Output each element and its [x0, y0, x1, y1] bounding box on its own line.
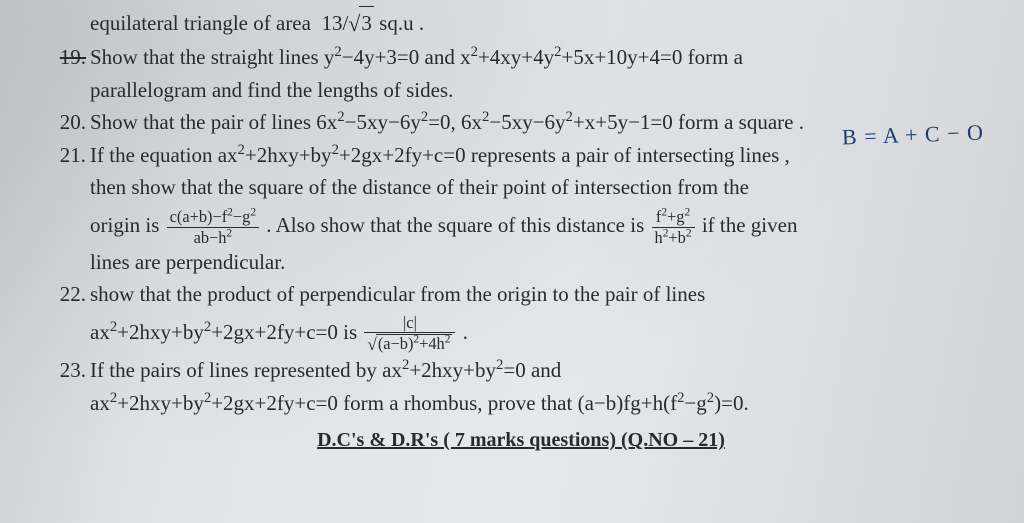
scanned-page: B = A + C − O equilateral triangle of ar…	[0, 0, 1024, 523]
q21-frac1: c(a+b)−f2−g2 ab−h2	[165, 208, 261, 245]
q22-eq: ax2+2hxy+by2+2gx+2fy+c=0 is	[90, 320, 362, 344]
q21-l3c: if the given	[702, 213, 798, 237]
q21-l2: then show that the square of the distanc…	[90, 175, 749, 199]
q19-l1c: form a	[688, 45, 743, 69]
q22-l1: show that the product of perpendicular f…	[90, 282, 705, 306]
q21-l4: lines are perpendicular.	[90, 250, 285, 274]
q21-l3a: origin is	[90, 213, 165, 237]
q22-frac: |c| √(a−b)2+4h2	[362, 314, 457, 354]
q19-line1: 19. Show that the straight lines y2−4y+3…	[46, 41, 996, 74]
q21-line2: then show that the square of the distanc…	[46, 171, 996, 204]
q21-frac2-den: h2+b2	[652, 227, 695, 246]
q20-l1a: Show that the pair of lines	[90, 110, 316, 134]
q23-l2a: ax2+2hxy+by2+2gx+2fy+c=0 form a rhombus,…	[90, 391, 578, 415]
fragment-top-text: equilateral triangle of area 13/√3 sq.u …	[90, 11, 424, 35]
q20-l1b: form a square .	[678, 110, 804, 134]
q21-eq: ax2+2hxy+by2+2gx+2fy+c=0	[218, 143, 466, 167]
q21-line1: 21. If the equation ax2+2hxy+by2+2gx+2fy…	[46, 139, 996, 172]
q21-l3b: . Also show that the square of this dist…	[266, 213, 649, 237]
q20-number: 20.	[46, 106, 86, 139]
q23-line1: 23. If the pairs of lines represented by…	[46, 354, 996, 387]
q23-eq2: (a−b)fg+h(f2−g2)=0.	[578, 391, 749, 415]
q22-frac-den: √(a−b)2+4h2	[364, 332, 455, 354]
q19-number: 19.	[46, 41, 86, 74]
q23-eq1: ax2+2hxy+by2=0	[382, 358, 526, 382]
q21-frac1-den: ab−h2	[167, 227, 259, 246]
q22-l2b: .	[463, 320, 468, 344]
q20-eq2: 6x2−5xy−6y2+x+5y−1=0	[461, 110, 673, 134]
q21-frac1-num: c(a+b)−f2−g2	[167, 208, 259, 226]
q21-l1a: If the equation	[90, 143, 218, 167]
q21-frac2-num: f2+g2	[652, 208, 695, 226]
q23-l1b: and	[531, 358, 561, 382]
section-footer: D.C's & D.R's ( 7 marks questions) (Q.NO…	[46, 425, 996, 456]
q23-line2: ax2+2hxy+by2+2gx+2fy+c=0 form a rhombus,…	[46, 387, 996, 420]
q19-line2: parallelogram and find the lengths of si…	[46, 74, 996, 107]
q22-number: 22.	[46, 278, 86, 311]
q19-l2: parallelogram and find the lengths of si…	[90, 78, 453, 102]
fragment-top: equilateral triangle of area 13/√3 sq.u …	[46, 6, 996, 41]
q21-l1b: represents a pair of intersecting lines …	[471, 143, 790, 167]
q19-l1a: Show that the straight lines	[90, 45, 324, 69]
q23-l1a: If the pairs of lines represented by	[90, 358, 382, 382]
q23-number: 23.	[46, 354, 86, 387]
q19-l1b: and	[425, 45, 461, 69]
q22-frac-num: |c|	[364, 314, 455, 332]
q19-eq2: x2+4xy+4y2+5x+10y+4=0	[460, 45, 682, 69]
q21-frac2: f2+g2 h2+b2	[650, 208, 697, 245]
q22-line2: ax2+2hxy+by2+2gx+2fy+c=0 is |c| √(a−b)2+…	[46, 311, 996, 354]
q21-line4: lines are perpendicular.	[46, 246, 996, 279]
q19-eq1: y2−4y+3=0	[324, 45, 419, 69]
q21-number: 21.	[46, 139, 86, 172]
q20-line1: 20. Show that the pair of lines 6x2−5xy−…	[46, 106, 996, 139]
q22-line1: 22. show that the product of perpendicul…	[46, 278, 996, 311]
q20-eq1: 6x2−5xy−6y2=0,	[316, 110, 455, 134]
q21-line3: origin is c(a+b)−f2−g2 ab−h2 . Also show…	[46, 204, 996, 246]
